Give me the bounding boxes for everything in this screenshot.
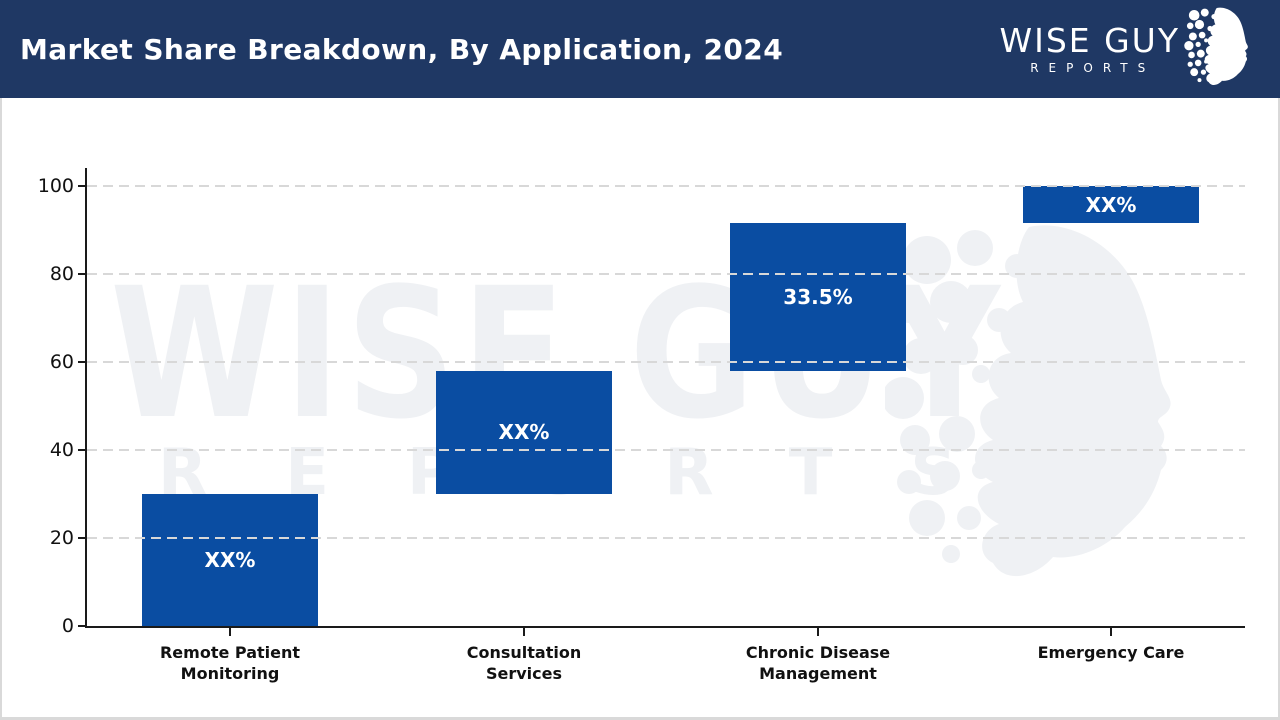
y-tick-0 [78,625,87,627]
bar-value-label: XX% [204,548,256,572]
x-category-label-line: Chronic Disease [745,643,891,662]
x-category-label-line: Management [759,664,877,683]
x-tick-chronic-disease-management [817,628,819,636]
x-category-label-line: Consultation [466,643,582,662]
x-category-label-line: Remote Patient [159,643,301,662]
bar-value-label: XX% [498,420,550,445]
header-bar: Market Share Breakdown, By Application, … [0,0,1280,98]
watermark-head-icon [885,225,1171,577]
bar-value-label: XX% [1085,192,1137,217]
x-axis [85,626,1245,628]
x-category-label-line: Emergency Care [1037,643,1185,662]
x-category-label-chronic-disease-management: Chronic Disease Management [668,642,968,684]
x-category-label-remote-patient-monitoring: Remote Patient Monitoring [80,642,380,684]
logo-sub-wordmark: REPORTS [1030,60,1156,75]
y-tick-label: 100 [37,175,74,197]
gridline-40 [87,449,1245,451]
bar-remote-patient-monitoring [142,494,318,626]
y-axis [85,168,87,628]
x-category-label-emergency-care: Emergency Care [961,642,1261,663]
page-border-bottom [0,717,1280,720]
x-category-label-line: Services [485,664,563,683]
y-tick-label: 0 [61,615,74,637]
logo-text: WISE GUY REPORTS [999,20,1180,75]
y-tick-label: 60 [49,351,74,373]
y-tick-60 [78,361,87,363]
x-tick-consultation-services [523,628,525,636]
page-border-left [0,98,2,720]
y-tick-label: 40 [49,439,74,461]
bar-consultation-services [436,370,612,494]
gridline-20 [87,537,1245,539]
wiseguy-head-icon [1184,7,1248,85]
y-tick-80 [78,273,87,275]
x-category-label-line: Monitoring [180,664,280,683]
gridline-60 [87,361,1245,363]
y-tick-40 [78,449,87,451]
y-tick-label: 80 [49,263,74,285]
page-border-right [1278,98,1280,720]
x-category-label-consultation-services: Consultation Services [374,642,674,684]
logo-wordmark: WISE GUY [999,20,1180,60]
y-tick-20 [78,537,87,539]
page-title: Market Share Breakdown, By Application, … [20,32,784,66]
bar-value-label: 33.5% [783,285,853,310]
bar-emergency-care [1023,186,1199,224]
bar-chronic-disease-management [730,223,906,371]
x-tick-emergency-care [1110,628,1112,636]
gridline-80 [87,273,1245,275]
wiseguy-logo: WISE GUY REPORTS [999,6,1254,92]
y-tick-100 [78,185,87,187]
y-tick-label: 20 [49,527,74,549]
gridline-100 [87,185,1245,187]
x-tick-remote-patient-monitoring [229,628,231,636]
